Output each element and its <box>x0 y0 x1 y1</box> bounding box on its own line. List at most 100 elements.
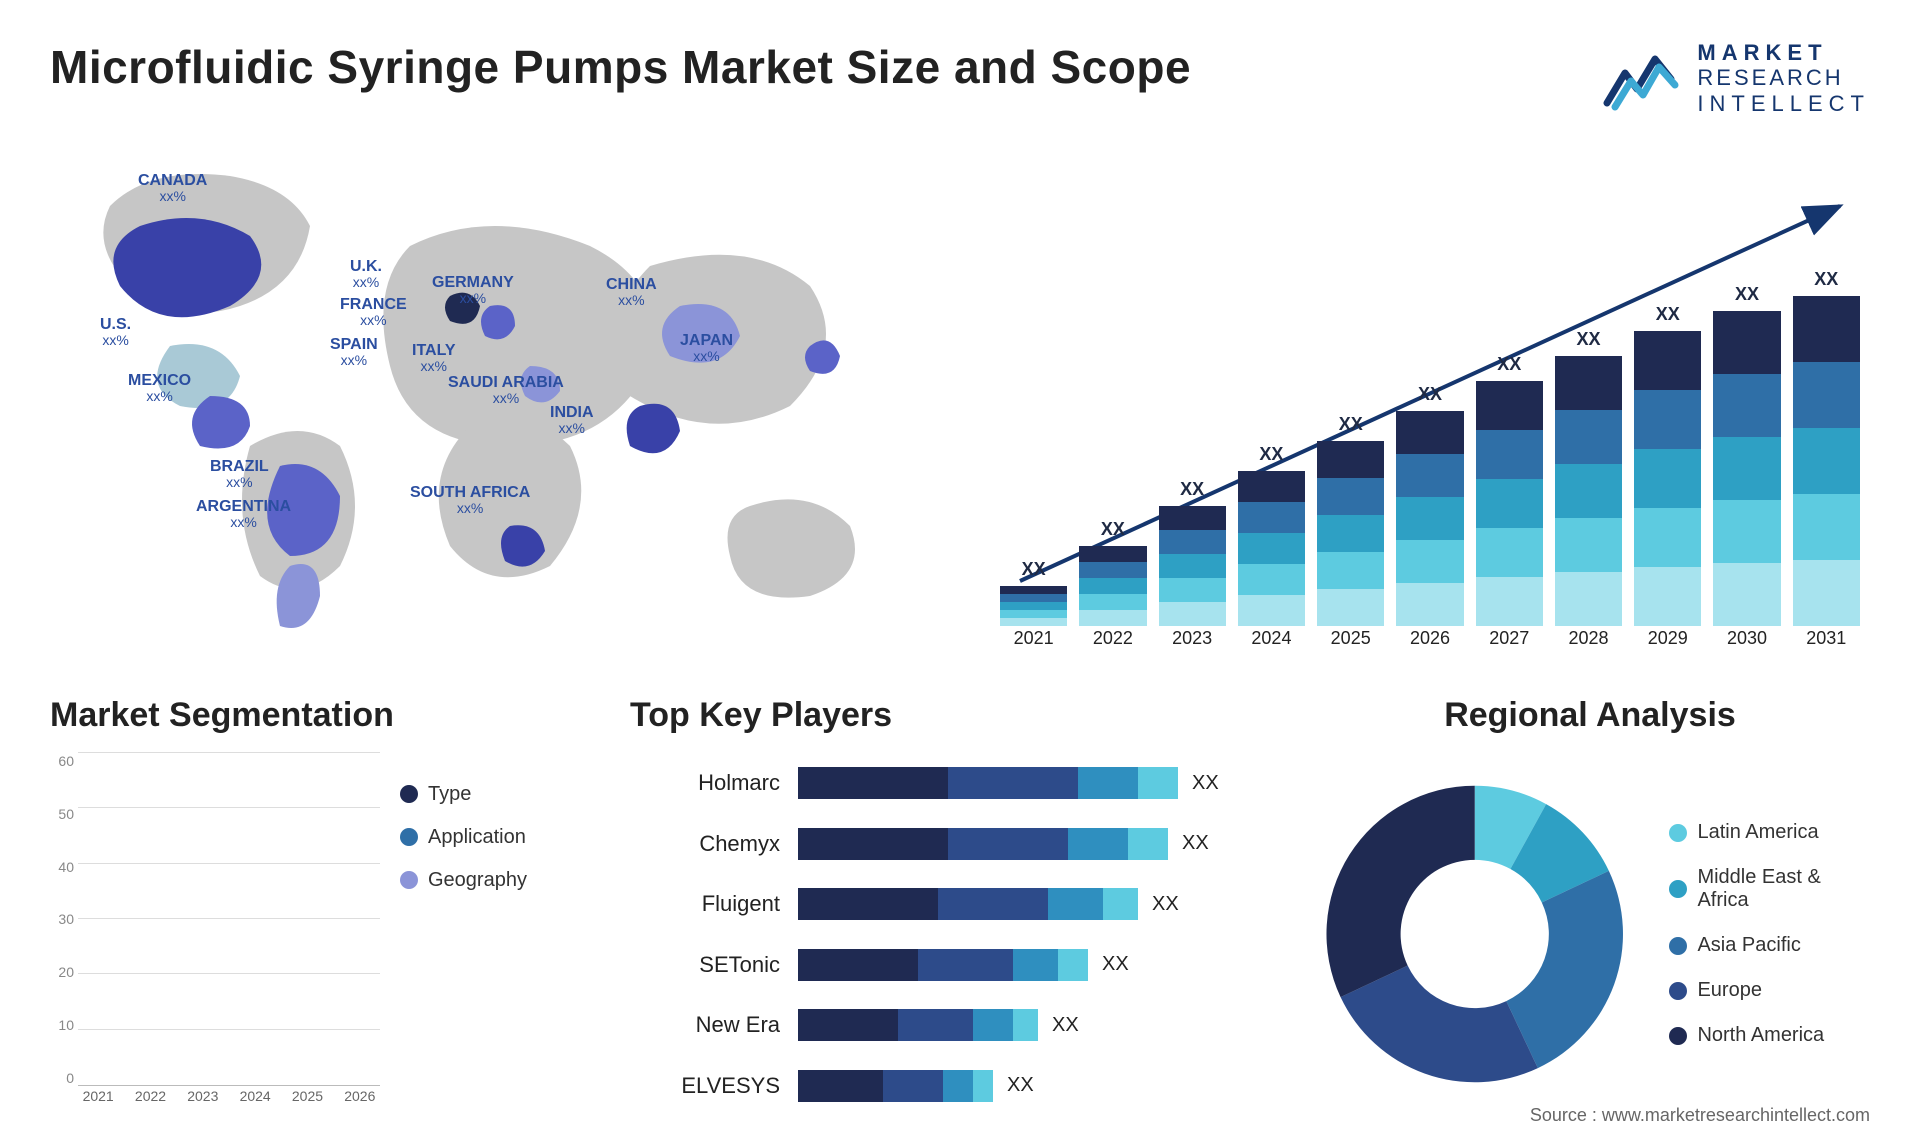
segmentation-year-label: 2026 <box>340 1088 380 1116</box>
regional-panel: Regional Analysis Latin America Middle Ea… <box>1310 696 1870 1116</box>
legend-item: Europe <box>1669 979 1870 1002</box>
player-bar-row: XX <box>798 1009 1270 1041</box>
regional-legend: Latin America Middle East & Africa Asia Pa… <box>1669 821 1870 1047</box>
map-label: U.K.xx% <box>350 258 382 291</box>
growth-year-label: 2022 <box>1079 628 1146 656</box>
map-label: JAPANxx% <box>680 332 733 365</box>
player-bars: XX XX XX XX XX XX <box>798 753 1270 1116</box>
growth-bar: XX <box>1317 414 1384 626</box>
map-label: SPAINxx% <box>330 336 378 369</box>
growth-bar: XX <box>1079 519 1146 626</box>
growth-year-label: 2021 <box>1000 628 1067 656</box>
growth-year-label: 2029 <box>1634 628 1701 656</box>
segmentation-chart: 6050403020100 202120222023202420252026 <box>50 753 380 1116</box>
player-name: Chemyx <box>630 831 780 857</box>
player-bar-row: XX <box>798 828 1270 860</box>
player-bar-value: XX <box>1182 832 1209 855</box>
legend-item: Type <box>400 783 527 806</box>
growth-bar-value: XX <box>1339 414 1363 435</box>
segmentation-panel: Market Segmentation 6050403020100 202120… <box>50 696 590 1116</box>
page-title: Microfluidic Syringe Pumps Market Size a… <box>50 40 1191 94</box>
player-bar-row: XX <box>798 1070 1270 1102</box>
map-label: SAUDI ARABIAxx% <box>448 374 564 407</box>
map-label: INDIAxx% <box>550 404 594 437</box>
player-bar-row: XX <box>798 767 1270 799</box>
growth-bar-value: XX <box>1576 329 1600 350</box>
logo-text-3: INTELLECT <box>1697 91 1870 116</box>
growth-bar-value: XX <box>1814 269 1838 290</box>
player-bar-value: XX <box>1007 1074 1034 1097</box>
player-name: Fluigent <box>630 891 780 917</box>
growth-bar: XX <box>1159 479 1226 626</box>
logo-text-2: RESEARCH <box>1697 65 1870 90</box>
growth-year-label: 2025 <box>1317 628 1384 656</box>
donut-slice <box>1326 786 1474 997</box>
growth-year-label: 2031 <box>1793 628 1860 656</box>
growth-year-label: 2030 <box>1713 628 1780 656</box>
player-name: Holmarc <box>630 770 780 796</box>
map-label: MEXICOxx% <box>128 372 191 405</box>
growth-bar: XX <box>1555 329 1622 626</box>
map-label: ARGENTINAxx% <box>196 498 291 531</box>
growth-year-label: 2028 <box>1555 628 1622 656</box>
legend-item: Latin America <box>1669 821 1870 844</box>
player-bar-row: XX <box>798 888 1270 920</box>
growth-bar: XX <box>1238 444 1305 626</box>
map-label: BRAZILxx% <box>210 458 269 491</box>
growth-bar-value: XX <box>1259 444 1283 465</box>
growth-year-label: 2024 <box>1238 628 1305 656</box>
regional-title: Regional Analysis <box>1310 696 1870 735</box>
map-label: GERMANYxx% <box>432 274 514 307</box>
segmentation-year-label: 2023 <box>183 1088 223 1116</box>
player-names: Holmarc Chemyx Fluigent SETonic New Era ELVES… <box>630 753 780 1116</box>
growth-chart-panel: XX XX XX XX XX XX XX XX XX XX XX 2021 2022 2023 2024 2… <box>990 146 1870 656</box>
logo-text-1: MARKET <box>1697 40 1870 65</box>
legend-item: Application <box>400 826 527 849</box>
source-text: Source : www.marketresearchintellect.com <box>1530 1105 1870 1126</box>
player-bar-value: XX <box>1052 1014 1079 1037</box>
growth-bar-value: XX <box>1101 519 1125 540</box>
growth-bar-value: XX <box>1022 559 1046 580</box>
growth-bar: XX <box>1713 284 1780 626</box>
player-name: New Era <box>630 1012 780 1038</box>
growth-bar: XX <box>1396 384 1463 626</box>
logo-icon <box>1603 43 1683 113</box>
growth-bar-value: XX <box>1180 479 1204 500</box>
segmentation-year-label: 2021 <box>78 1088 118 1116</box>
map-label: SOUTH AFRICAxx% <box>410 484 530 517</box>
regional-donut <box>1310 764 1639 1104</box>
growth-bar: XX <box>1793 269 1860 626</box>
player-name: ELVESYS <box>630 1073 780 1099</box>
player-bar-value: XX <box>1192 772 1219 795</box>
growth-year-label: 2023 <box>1159 628 1226 656</box>
segmentation-legend: Type Application Geography <box>400 753 527 1116</box>
map-label: CANADAxx% <box>138 172 207 205</box>
player-name: SETonic <box>630 952 780 978</box>
legend-item: Geography <box>400 869 527 892</box>
players-panel: Top Key Players Holmarc Chemyx Fluigent SET… <box>630 696 1270 1116</box>
segmentation-year-label: 2024 <box>235 1088 275 1116</box>
map-label: U.S.xx% <box>100 316 131 349</box>
growth-bar: XX <box>1634 304 1701 626</box>
legend-item: Asia Pacific <box>1669 934 1870 957</box>
growth-bar-value: XX <box>1497 354 1521 375</box>
player-bar-row: XX <box>798 949 1270 981</box>
map-label: FRANCExx% <box>340 296 407 329</box>
growth-bar-value: XX <box>1656 304 1680 325</box>
player-bar-value: XX <box>1152 893 1179 916</box>
segmentation-year-label: 2022 <box>130 1088 170 1116</box>
legend-item: Middle East & Africa <box>1669 866 1870 912</box>
segmentation-year-label: 2025 <box>287 1088 327 1116</box>
growth-bar-value: XX <box>1418 384 1442 405</box>
brand-logo: MARKET RESEARCH INTELLECT <box>1603 40 1870 116</box>
player-bar-value: XX <box>1102 953 1129 976</box>
segmentation-title: Market Segmentation <box>50 696 590 735</box>
world-map-panel: CANADAxx% U.S.xx% MEXICOxx% BRAZILxx% ARGENT… <box>50 146 950 656</box>
legend-item: North America <box>1669 1024 1870 1047</box>
players-title: Top Key Players <box>630 696 1270 735</box>
growth-bar: XX <box>1476 354 1543 626</box>
growth-year-label: 2026 <box>1396 628 1463 656</box>
growth-bar: XX <box>1000 559 1067 626</box>
map-label: ITALYxx% <box>412 342 456 375</box>
growth-bar-value: XX <box>1735 284 1759 305</box>
